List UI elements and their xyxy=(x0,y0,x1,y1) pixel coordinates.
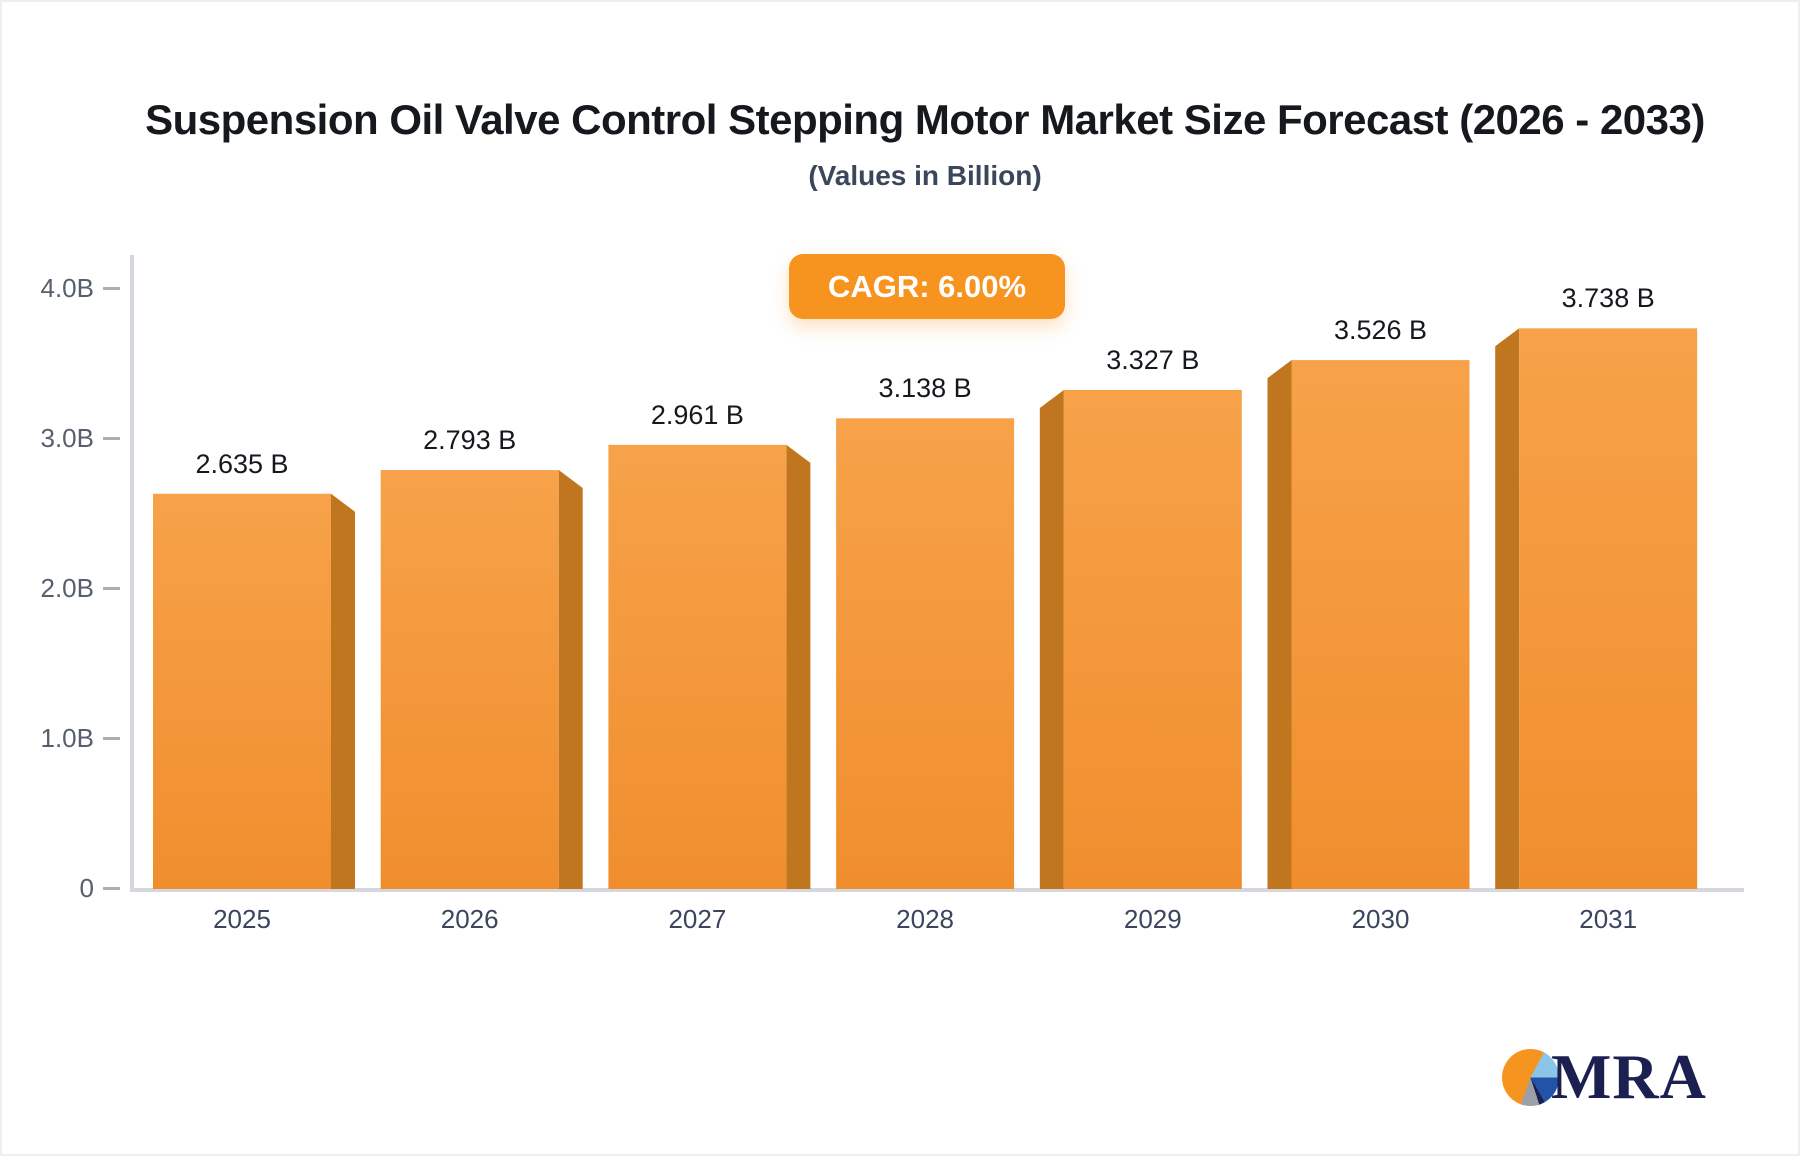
bar-2026 xyxy=(380,470,559,889)
bar-side-2026 xyxy=(558,470,583,889)
bar-2025 xyxy=(153,493,331,889)
y-tick-mark xyxy=(103,437,120,440)
pie-chart-icon xyxy=(1502,1048,1559,1106)
y-tick-mark xyxy=(103,587,120,590)
bar-side-2031 xyxy=(1495,328,1520,889)
bar-value-label: 3.138 B xyxy=(878,373,972,404)
bar-2031 xyxy=(1519,328,1698,889)
y-axis-line xyxy=(130,255,134,891)
x-axis-label: 2031 xyxy=(1579,904,1638,934)
chart-header: Suspension Oil Valve Control Stepping Mo… xyxy=(62,2,1788,192)
x-axis-label: 2025 xyxy=(213,904,271,934)
bar-side-2025 xyxy=(331,493,355,889)
bar-2028 xyxy=(836,418,1015,889)
y-tick-label: 4.0B xyxy=(40,273,95,303)
bar-2027 xyxy=(608,444,787,889)
x-axis-label: 2026 xyxy=(440,904,499,934)
bar-value-label: 3.526 B xyxy=(1333,315,1428,346)
y-tick-label: 3.0B xyxy=(40,423,95,453)
y-tick-mark xyxy=(103,887,120,890)
y-tick-label: 2.0B xyxy=(40,573,95,603)
mra-logo: MRA xyxy=(1502,1040,1707,1114)
bar-side-2029 xyxy=(1039,389,1064,889)
logo-text: MRA xyxy=(1551,1041,1707,1112)
y-tick-label: 1.0B xyxy=(40,723,95,753)
bar-side-2027 xyxy=(786,444,811,889)
bar-side-2030 xyxy=(1267,360,1292,890)
bar-value-label: 3.738 B xyxy=(1561,283,1655,314)
y-tick-label: 0 xyxy=(79,873,94,903)
x-axis-line xyxy=(130,888,1744,892)
bar-value-label: 2.793 B xyxy=(423,425,517,456)
bar-2029 xyxy=(1063,389,1242,889)
y-tick-mark xyxy=(103,737,120,740)
bar-2030 xyxy=(1291,360,1470,890)
x-axis-label: 2027 xyxy=(668,904,727,934)
bar-value-label: 3.327 B xyxy=(1106,344,1200,375)
x-axis-label: 2030 xyxy=(1351,904,1410,934)
x-axis-label: 2029 xyxy=(1123,904,1182,934)
cagr-badge: CAGR: 6.00% xyxy=(789,254,1065,319)
bar-value-label: 2.961 B xyxy=(650,399,744,430)
bar-value-label: 2.635 B xyxy=(195,448,289,479)
x-axis-label: 2028 xyxy=(896,904,955,934)
y-tick-mark xyxy=(103,287,120,290)
chart-title: Suspension Oil Valve Control Stepping Mo… xyxy=(145,96,1705,143)
chart-subtitle: (Values in Billion) xyxy=(808,160,1042,191)
